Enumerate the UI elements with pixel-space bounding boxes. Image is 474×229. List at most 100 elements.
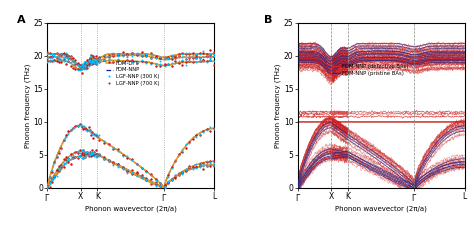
Point — [185, 164, 193, 168]
Point — [161, 63, 168, 66]
Point — [48, 55, 56, 58]
Point — [51, 175, 58, 179]
Point — [82, 60, 89, 63]
Point — [196, 60, 203, 63]
Point — [53, 168, 61, 172]
Point — [86, 56, 93, 60]
Point — [196, 51, 203, 55]
Point — [114, 57, 122, 61]
Point — [105, 158, 113, 161]
Point — [189, 166, 197, 170]
Point — [164, 179, 172, 183]
Point — [91, 57, 98, 60]
Point — [64, 156, 72, 160]
Point — [92, 58, 100, 62]
Point — [91, 61, 98, 65]
Point — [128, 51, 136, 55]
Point — [91, 57, 98, 60]
Point — [74, 63, 82, 66]
Point — [138, 53, 146, 57]
Point — [46, 185, 54, 189]
Point — [58, 59, 65, 62]
Point — [128, 172, 136, 175]
Point — [62, 53, 70, 56]
Point — [119, 60, 127, 64]
Point — [147, 61, 155, 65]
Point — [69, 66, 77, 70]
Point — [196, 162, 203, 166]
Point — [48, 169, 56, 172]
Point — [78, 64, 85, 68]
Legend: FDM-NNP (defective BAs), FDM-NNP (pristine BAs): FDM-NNP (defective BAs), FDM-NNP (pristi… — [330, 62, 411, 78]
Point — [119, 166, 127, 169]
Point — [124, 59, 131, 63]
Point — [164, 62, 172, 65]
Point — [90, 60, 97, 64]
Point — [178, 63, 186, 66]
Point — [80, 65, 88, 69]
Point — [60, 56, 67, 60]
Point — [185, 55, 193, 59]
Point — [62, 63, 70, 66]
Point — [58, 60, 65, 64]
Point — [172, 53, 179, 57]
Point — [109, 51, 117, 55]
Point — [76, 122, 84, 126]
Point — [80, 63, 88, 67]
Point — [78, 62, 85, 66]
Point — [79, 150, 87, 153]
Point — [74, 124, 82, 128]
Point — [105, 159, 113, 163]
Point — [93, 152, 100, 155]
Point — [105, 58, 113, 62]
Point — [87, 63, 95, 66]
Point — [82, 66, 90, 69]
Point — [161, 183, 168, 187]
Point — [142, 178, 150, 182]
Point — [207, 58, 214, 61]
Point — [147, 177, 155, 181]
Point — [83, 151, 91, 154]
Point — [48, 170, 56, 174]
Point — [88, 152, 96, 155]
Point — [72, 60, 79, 64]
Point — [105, 160, 113, 163]
Point — [175, 55, 182, 58]
Point — [92, 61, 100, 65]
X-axis label: Phonon wavevector (2π/a): Phonon wavevector (2π/a) — [335, 206, 427, 212]
Point — [164, 56, 172, 60]
Point — [92, 148, 100, 152]
Point — [109, 60, 117, 63]
Point — [147, 181, 155, 184]
Point — [172, 55, 179, 59]
Point — [114, 53, 122, 57]
Point — [156, 62, 164, 66]
Point — [60, 52, 67, 56]
Point — [189, 55, 197, 59]
Point — [86, 152, 93, 155]
Point — [168, 64, 175, 68]
Point — [96, 153, 103, 157]
Point — [88, 60, 96, 63]
Point — [168, 178, 175, 182]
Point — [67, 64, 74, 67]
Point — [156, 55, 164, 58]
Point — [74, 151, 82, 155]
Point — [168, 55, 175, 58]
Point — [172, 175, 179, 179]
Point — [58, 147, 65, 151]
Point — [62, 155, 70, 158]
Point — [200, 59, 207, 63]
Point — [203, 165, 210, 168]
Point — [60, 166, 67, 169]
Point — [90, 54, 97, 57]
Point — [85, 150, 92, 154]
Point — [142, 54, 150, 58]
Point — [85, 128, 92, 132]
Point — [48, 177, 56, 181]
Point — [88, 150, 96, 154]
Point — [88, 132, 96, 136]
Point — [64, 132, 72, 136]
Point — [62, 159, 70, 162]
Point — [147, 56, 155, 60]
